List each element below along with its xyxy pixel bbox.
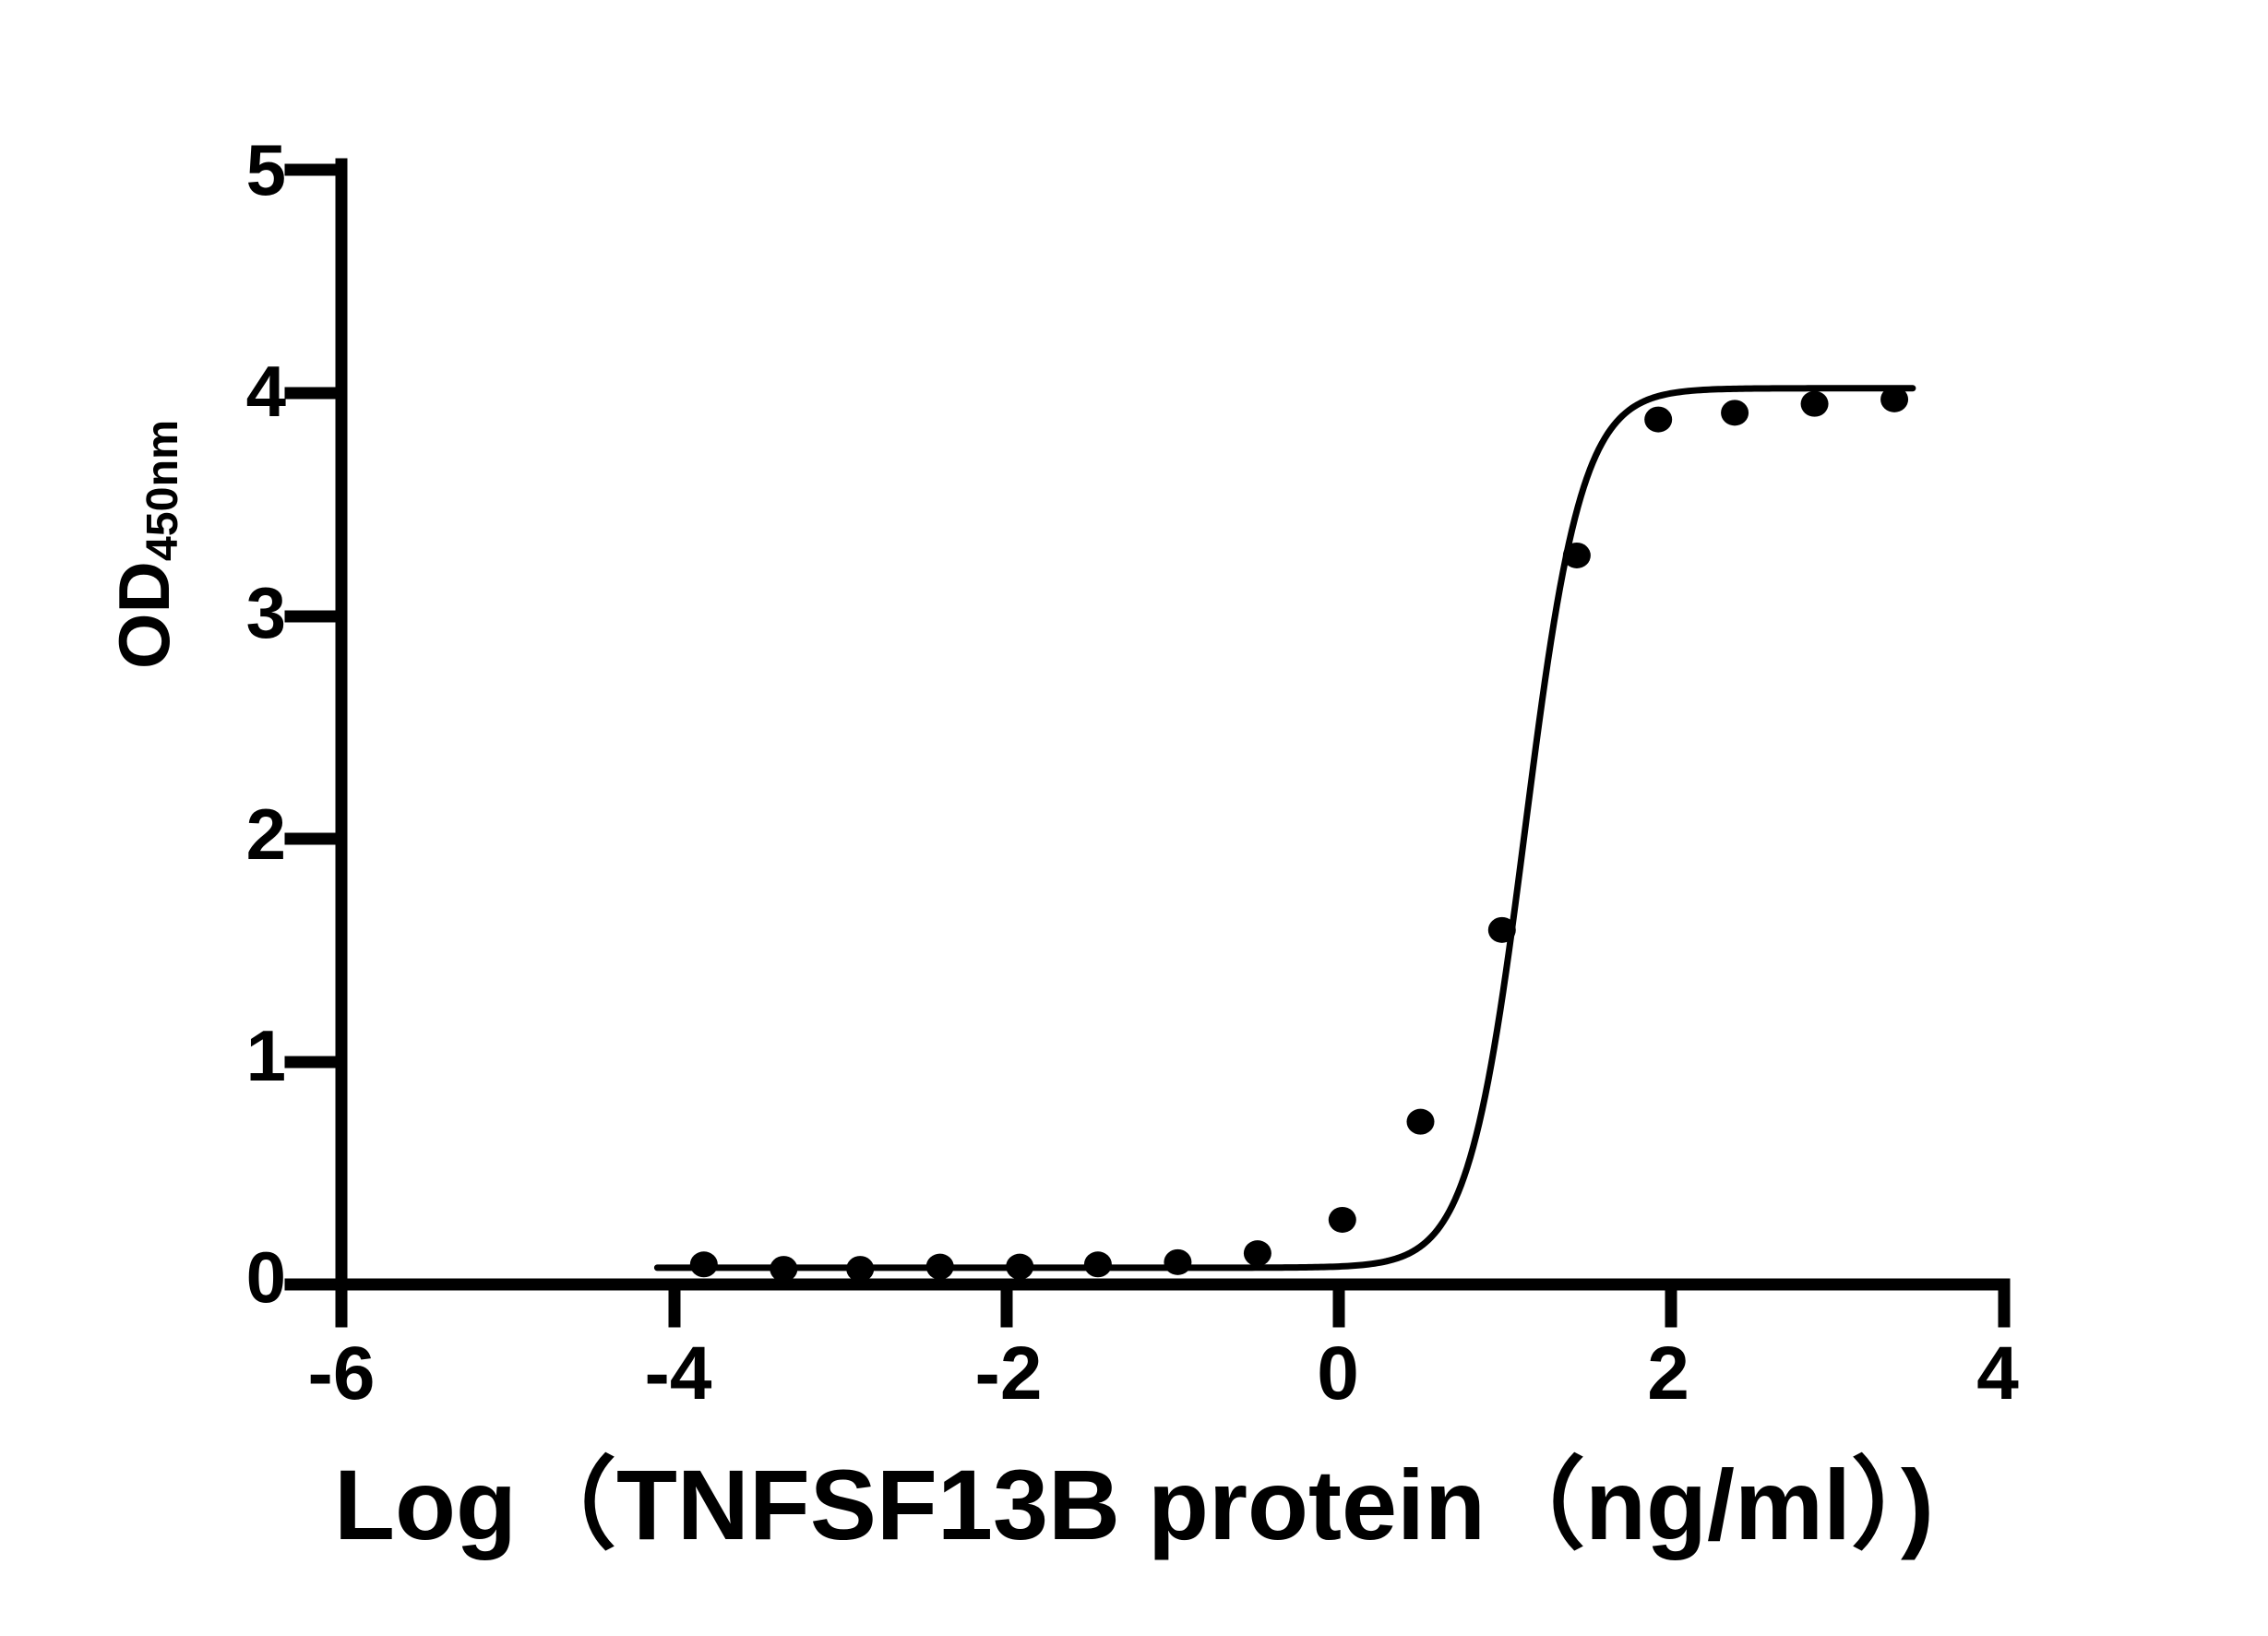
y-tick-label-4: 4 bbox=[245, 351, 286, 432]
x-tick-label-minus2: -2 bbox=[974, 1331, 1043, 1415]
y-tick-label-5: 5 bbox=[245, 129, 286, 210]
y-tick-label-1: 1 bbox=[245, 1015, 286, 1096]
x-tick-label-0: 0 bbox=[1317, 1331, 1359, 1415]
data-point bbox=[1800, 390, 1829, 417]
data-point bbox=[1006, 1253, 1034, 1280]
x-tick-label-minus6: -6 bbox=[307, 1331, 376, 1415]
data-point bbox=[1644, 406, 1673, 433]
x-tick-label-2: 2 bbox=[1647, 1331, 1689, 1415]
x-tick-label-4: 4 bbox=[1976, 1331, 2019, 1415]
data-point bbox=[1721, 400, 1749, 426]
y-tick-label-3: 3 bbox=[245, 572, 286, 653]
data-point bbox=[1487, 916, 1516, 943]
data-point bbox=[1083, 1251, 1112, 1278]
data-point bbox=[1880, 386, 1909, 412]
data-point-group bbox=[689, 386, 1909, 1283]
axis-lines bbox=[328, 158, 2011, 1291]
sigmoid-fit-curve bbox=[653, 385, 1916, 1272]
data-point bbox=[846, 1256, 875, 1283]
x-axis-ticks bbox=[335, 1278, 2011, 1328]
x-tick-label-minus4: -4 bbox=[644, 1331, 712, 1415]
y-tick-label-2: 2 bbox=[245, 794, 286, 875]
data-point bbox=[925, 1253, 954, 1280]
data-point bbox=[1243, 1240, 1271, 1267]
y-tick-label-0: 0 bbox=[245, 1236, 286, 1318]
data-point bbox=[689, 1251, 718, 1278]
data-point bbox=[1406, 1108, 1435, 1135]
y-axis-ticks bbox=[284, 163, 348, 1291]
data-point bbox=[770, 1256, 798, 1283]
data-point bbox=[1328, 1206, 1356, 1233]
x-axis-title: Log（TNFSF13B protein（ng/ml）) bbox=[334, 1449, 1934, 1560]
data-point bbox=[1164, 1248, 1192, 1275]
data-point bbox=[1562, 542, 1591, 568]
